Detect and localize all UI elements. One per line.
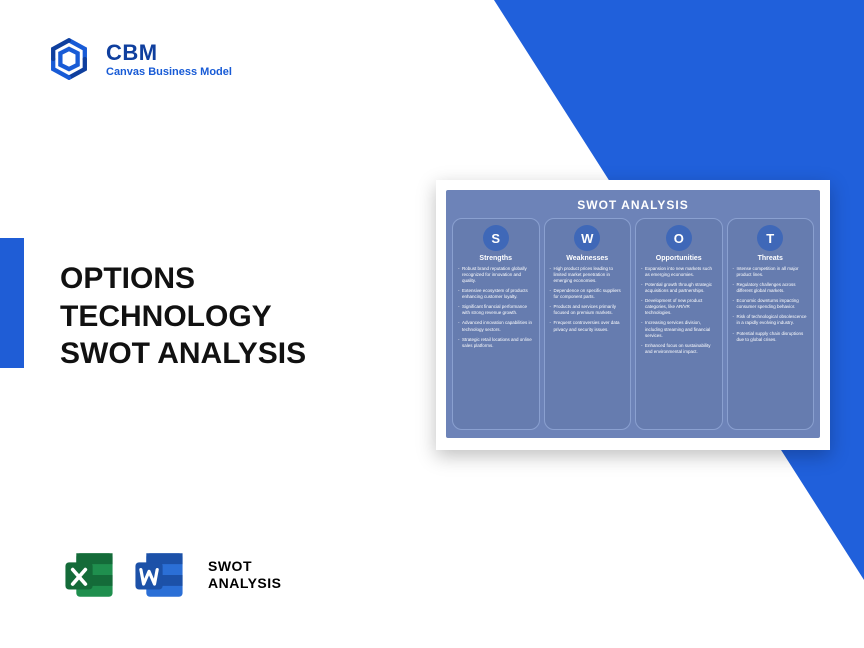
swot-letter-circle: W <box>574 225 600 251</box>
swot-item: Frequent controversies over data privacy… <box>550 320 626 332</box>
heading-line: OPTIONS <box>60 260 306 298</box>
swot-item: Risk of technological obsolescence in a … <box>733 314 809 326</box>
swot-item: Development of new product categories, l… <box>641 298 717 316</box>
swot-column: O Opportunities Expansion into new markets… <box>635 218 723 430</box>
swot-item: Robust brand reputation globally recogni… <box>458 266 534 284</box>
swot-item: Advanced innovation capabilities in tech… <box>458 320 534 332</box>
heading-line: SWOT ANALYSIS <box>60 335 306 373</box>
swot-letter-circle: S <box>483 225 509 251</box>
swot-item: Expansion into new markets such as emerg… <box>641 266 717 278</box>
swot-item: Products and services primarily focused … <box>550 304 626 316</box>
bottom-label-line: ANALYSIS <box>208 575 282 592</box>
swot-column-title: Threats <box>758 255 783 262</box>
swot-columns: S Strengths Robust brand reputation global… <box>452 218 814 430</box>
excel-icon <box>60 546 118 604</box>
swot-column: S Strengths Robust brand reputation global… <box>452 218 540 430</box>
heading-line: TECHNOLOGY <box>60 298 306 336</box>
swot-preview-card: SWOT ANALYSIS S Strengths Robust brand rep… <box>436 180 830 450</box>
logo-title: CBM <box>106 40 232 66</box>
swot-item: Economic downturns impacting consumer sp… <box>733 298 809 310</box>
swot-items-list: Robust brand reputation globally recogni… <box>458 266 534 353</box>
swot-item: Increasing services division, including … <box>641 320 717 338</box>
bottom-label-line: SWOT <box>208 558 282 575</box>
swot-items-list: Intense competition in all major product… <box>733 266 809 347</box>
logo-text: CBM Canvas Business Model <box>106 40 232 78</box>
swot-item: High product prices leading to limited m… <box>550 266 626 284</box>
left-accent-bar <box>0 238 24 368</box>
bottom-icons-row: SWOT ANALYSIS <box>60 546 282 604</box>
cbm-logo-icon <box>46 36 92 82</box>
swot-letter-circle: T <box>757 225 783 251</box>
swot-inner: SWOT ANALYSIS S Strengths Robust brand rep… <box>446 190 820 438</box>
swot-item: Regulatory challenges across different g… <box>733 282 809 294</box>
swot-column-title: Weaknesses <box>566 255 608 262</box>
logo-subtitle: Canvas Business Model <box>106 66 232 78</box>
swot-card-title: SWOT ANALYSIS <box>452 198 814 212</box>
bottom-label: SWOT ANALYSIS <box>208 558 282 592</box>
swot-item: Strategic retail locations and online sa… <box>458 337 534 349</box>
word-icon <box>130 546 188 604</box>
swot-item: Enhanced focus on sustainability and env… <box>641 343 717 355</box>
swot-column: W Weaknesses High product prices leading t… <box>544 218 632 430</box>
swot-items-list: Expansion into new markets such as emerg… <box>641 266 717 359</box>
swot-item: Dependence on specific suppliers for com… <box>550 288 626 300</box>
swot-item: Potential growth through strategic acqui… <box>641 282 717 294</box>
swot-item: Significant financial performance with s… <box>458 304 534 316</box>
swot-column-title: Opportunities <box>656 255 702 262</box>
swot-item: Intense competition in all major product… <box>733 266 809 278</box>
swot-item: Potential supply chain disruptions due t… <box>733 331 809 343</box>
page-title: OPTIONS TECHNOLOGY SWOT ANALYSIS <box>60 260 306 373</box>
swot-column: T Threats Intense competition in all major… <box>727 218 815 430</box>
swot-items-list: High product prices leading to limited m… <box>550 266 626 337</box>
logo-block: CBM Canvas Business Model <box>46 36 232 82</box>
swot-item: Extensive ecosystem of products enhancin… <box>458 288 534 300</box>
swot-letter-circle: O <box>666 225 692 251</box>
swot-column-title: Strengths <box>479 255 512 262</box>
